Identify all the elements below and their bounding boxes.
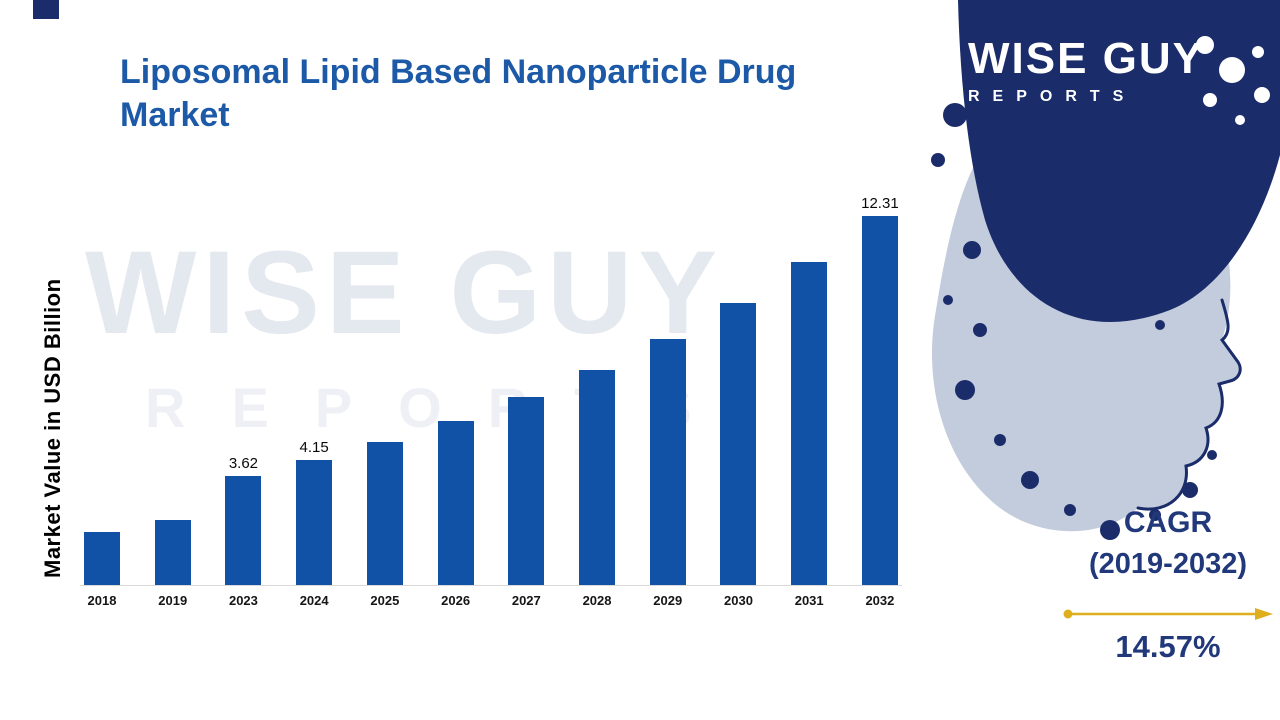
x-axis: 2018 2019 2023 2024 2025 2026 2027 2028 2029 2030… (80, 593, 902, 608)
dot-pattern-navy (931, 103, 1217, 540)
x-tick-label: 2027 (511, 593, 541, 608)
y-axis-label: Market Value in USD Billion (40, 278, 65, 578)
bar-column: 12.31 (858, 195, 902, 585)
cagr-arrow-icon (1063, 608, 1273, 620)
bar-column (575, 370, 619, 585)
bar (791, 262, 828, 585)
cagr-block: CAGR (2019-2032) 14.57% (1052, 506, 1280, 665)
bar (720, 303, 757, 585)
bar (296, 460, 333, 585)
bar-chart: 3.62 4.15 12.31 (80, 180, 902, 586)
bar-column (716, 303, 760, 585)
x-tick-label: 2023 (228, 593, 258, 608)
bar-value-label: 4.15 (299, 439, 329, 456)
x-tick-label: 2025 (370, 593, 400, 608)
x-tick-label: 2026 (441, 593, 471, 608)
bar-column: 4.15 (292, 439, 336, 585)
brand-graphic (931, 0, 1280, 540)
bar-column (151, 520, 195, 585)
x-tick-label: 2029 (653, 593, 683, 608)
bar-column (646, 339, 690, 585)
bar (861, 216, 898, 585)
watermark-line1: WISE GUY (85, 227, 724, 359)
x-tick-label: 2032 (865, 593, 895, 608)
bar-column (787, 262, 831, 585)
bar-column: 3.62 (221, 455, 265, 585)
bar (366, 442, 403, 585)
navy-corner-shape (958, 0, 1280, 323)
bar-column (504, 397, 548, 585)
x-tick-label: 2024 (299, 593, 329, 608)
cagr-label: CAGR (1123, 506, 1213, 539)
brand-logo: WISE GUY REPORTS (968, 34, 1204, 106)
dot-pattern-logo-face (1196, 36, 1270, 125)
bar (225, 476, 262, 585)
bar (649, 339, 686, 585)
bar (437, 421, 474, 585)
bar (579, 370, 616, 585)
cagr-range: (2019-2032) (1089, 548, 1247, 580)
page-title: Liposomal Lipid Based Nanoparticle Drug … (120, 52, 797, 134)
bar (154, 520, 191, 585)
cagr-value: 14.57% (1115, 629, 1221, 664)
x-tick-label: 2031 (794, 593, 824, 608)
bar-value-label: 3.62 (228, 455, 259, 472)
bar (84, 532, 120, 585)
bar (508, 397, 545, 585)
x-tick-label: 2018 (87, 593, 117, 608)
x-tick-label: 2028 (582, 593, 612, 608)
face-profile-line (1136, 298, 1242, 511)
bar-value-label: 12.31 (861, 195, 899, 212)
corner-accent (33, 0, 59, 19)
brand-name: WISE GUY (968, 34, 1205, 83)
bar-column (363, 442, 407, 585)
x-tick-label: 2019 (158, 593, 188, 608)
x-tick-label: 2030 (724, 593, 753, 608)
brand-subname: REPORTS (968, 88, 1137, 105)
bars: 3.62 4.15 12.31 (80, 195, 902, 585)
bar-column (80, 532, 124, 585)
bar-column (434, 421, 478, 585)
